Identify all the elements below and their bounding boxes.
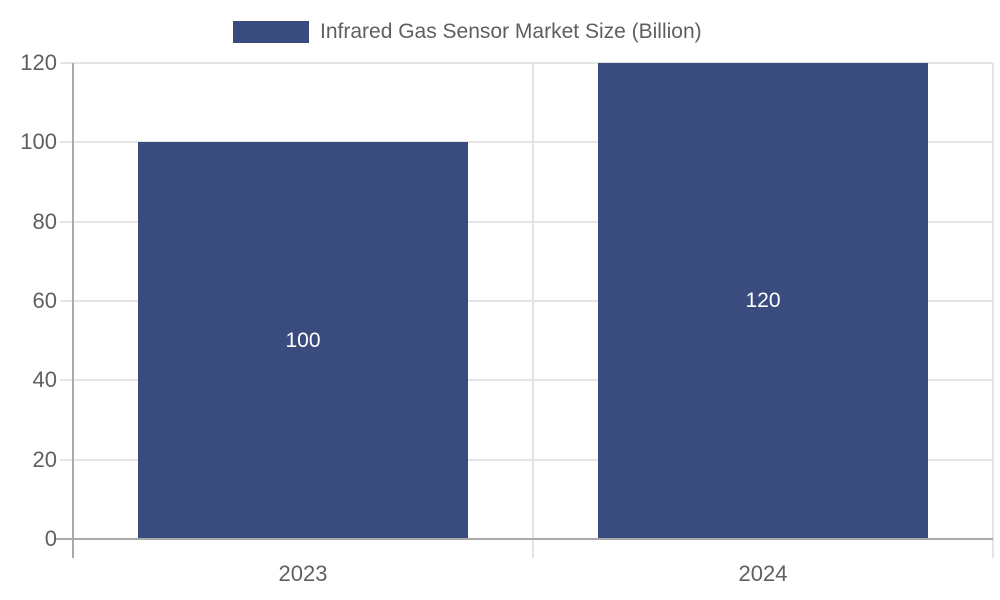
legend-label: Infrared Gas Sensor Market Size (Billion… [320, 20, 702, 43]
y-tick-label: 60 [32, 288, 57, 313]
v-gridline [532, 63, 534, 539]
bar-value-label: 100 [285, 328, 321, 352]
y-axis-line [72, 63, 74, 558]
h-gridline [60, 62, 993, 64]
y-tick-label: 100 [20, 129, 57, 155]
h-gridline [60, 300, 993, 302]
y-tick-label: 80 [32, 208, 57, 234]
bar-2024[interactable] [598, 63, 928, 539]
h-gridline [60, 220, 993, 223]
bar-value-label: 120 [745, 289, 781, 312]
h-gridline [60, 458, 993, 461]
legend-item[interactable]: Infrared Gas Sensor Market Size (Billion… [233, 19, 702, 45]
y-tick-label: 120 [20, 50, 57, 75]
y-tick-label: 0 [44, 526, 57, 551]
x-tick-label: 2023 [278, 561, 328, 586]
x-tick-mark [992, 539, 994, 558]
h-gridline [60, 141, 993, 144]
h-gridline [60, 379, 993, 382]
bar-2023[interactable] [138, 142, 468, 539]
y-tick-label: 20 [32, 446, 57, 472]
x-tick-label: 2024 [738, 561, 788, 586]
x-axis-line [56, 538, 993, 540]
v-gridline [992, 63, 994, 539]
legend-swatch [233, 21, 309, 43]
y-tick-label: 40 [32, 367, 57, 393]
x-tick-mark [532, 539, 534, 558]
